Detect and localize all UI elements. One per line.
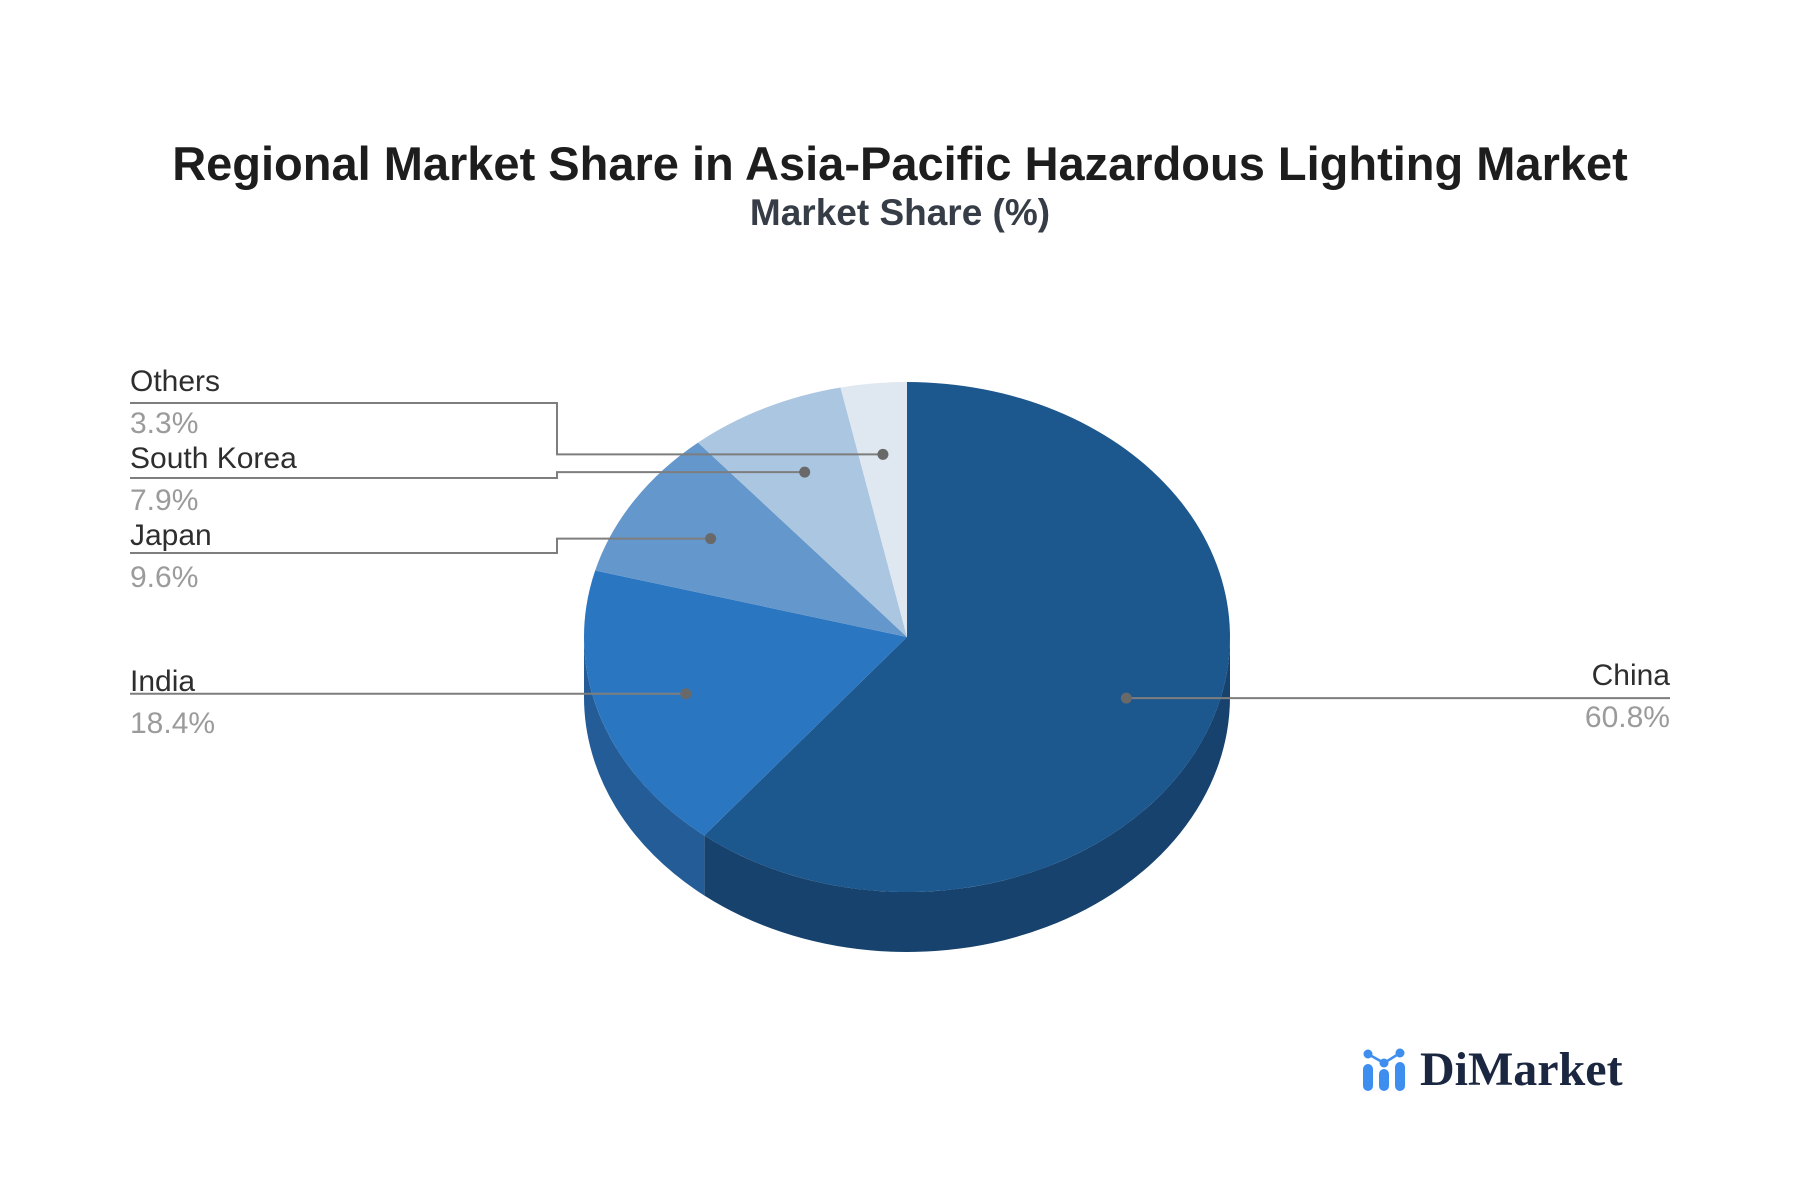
pie-connector-others: [130, 402, 883, 456]
pie-label-india: India 18.4%: [130, 665, 215, 741]
pie-connector-dot-south-korea: [799, 466, 811, 478]
pie-slice-south-korea[interactable]: [698, 387, 907, 637]
pie-connector-dot-others: [877, 448, 889, 460]
pie-connector-japan: [130, 537, 711, 554]
pie-slice-side-china: [704, 637, 1230, 953]
pie-label-others-value: 3.3%: [130, 407, 199, 440]
pie-connector-dot-china: [1120, 692, 1132, 704]
pie-label-india-name: India: [130, 665, 196, 698]
pie-slice-side-india: [584, 637, 705, 896]
pie-slice-japan[interactable]: [595, 442, 907, 637]
logo-text: DiMarket: [1420, 1043, 1623, 1096]
pie-label-china-value: 60.8%: [1584, 701, 1670, 734]
pie-connector-south-korea: [130, 471, 805, 479]
pie-label-south-korea-name: South Korea: [130, 442, 297, 475]
pie-label-japan: Japan 9.6%: [130, 519, 212, 595]
pie-connector-dot-india: [680, 688, 692, 700]
pie-label-japan-value: 9.6%: [130, 561, 199, 594]
chart-title: Regional Market Share in Asia-Pacific Ha…: [172, 137, 1628, 190]
pie-label-india-value: 18.4%: [130, 707, 216, 740]
bar-line-chart-icon: [1363, 1048, 1405, 1091]
pie-slice-india[interactable]: [583, 570, 907, 836]
pie-label-others-name: Others: [130, 365, 221, 398]
pie-slice-china[interactable]: [704, 382, 1230, 892]
pie-label-china: China 60.8%: [1585, 659, 1670, 735]
chart-subtitle: Market Share (%): [749, 192, 1051, 233]
pie-label-japan-name: Japan: [130, 519, 212, 552]
pie-label-south-korea: South Korea 7.9%: [130, 442, 297, 518]
pie-slice-others[interactable]: [840, 382, 907, 637]
pie-connector-dot-japan: [705, 533, 717, 545]
watermark-logo[interactable]: DiMarket: [1358, 1042, 1623, 1096]
pie-label-china-name: China: [1591, 659, 1670, 692]
pie-label-south-korea-value: 7.9%: [130, 484, 199, 517]
pie-label-others: Others 3.3%: [130, 365, 220, 441]
